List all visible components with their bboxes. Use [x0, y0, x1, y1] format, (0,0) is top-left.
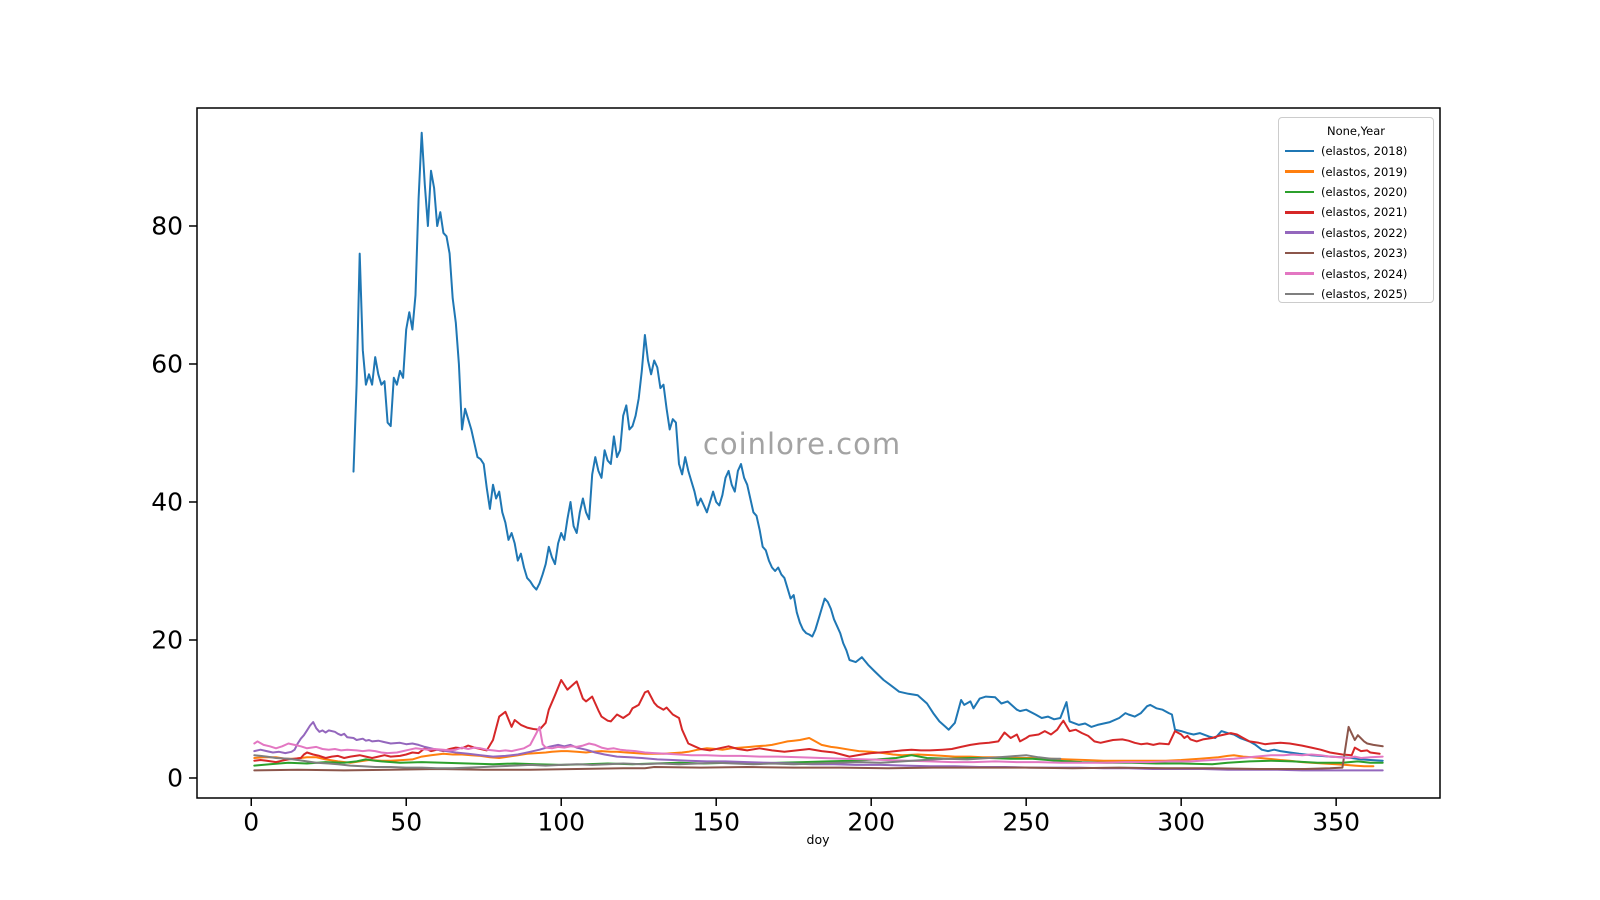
y-tick-label: 20: [151, 626, 183, 655]
x-tick-label: 0: [243, 807, 259, 836]
legend-line-swatch: [1285, 149, 1314, 153]
legend-line-swatch: [1285, 190, 1314, 194]
legend-title: None,Year: [1326, 124, 1385, 138]
legend-line-swatch: [1285, 272, 1314, 275]
y-tick-label: 80: [151, 212, 183, 241]
legend-item-label: (elastos, 2020): [1321, 184, 1408, 199]
legend-item-label: (elastos, 2021): [1321, 205, 1408, 220]
legend-items: (elastos, 2018) (elastos, 2019) (elastos, …: [1285, 141, 1427, 304]
legend-item: (elastos, 2023): [1285, 243, 1427, 263]
legend-item: (elastos, 2020): [1285, 182, 1427, 202]
x-tick-label: 50: [390, 807, 422, 836]
watermark: coinlore.com: [702, 427, 902, 461]
series-line-2025: [253, 754, 1062, 770]
series-line-2020: [253, 754, 1384, 767]
legend-line-swatch: [1285, 251, 1314, 255]
legend-item: (elastos, 2022): [1285, 223, 1427, 243]
x-tick-label: 150: [692, 807, 740, 836]
y-tick-label: 60: [151, 350, 183, 379]
legend-line-swatch: [1285, 231, 1314, 235]
legend-line-swatch: [1285, 170, 1314, 173]
legend-item-label: (elastos, 2019): [1321, 164, 1408, 179]
series-line-2019: [253, 737, 1375, 768]
legend-line-swatch: [1285, 292, 1314, 296]
series-line-2023: [253, 725, 1384, 772]
x-tick-label: 350: [1312, 807, 1360, 836]
legend-line-swatch: [1285, 211, 1314, 214]
x-tick-label: 250: [1002, 807, 1050, 836]
legend-item-label: (elastos, 2018): [1321, 144, 1408, 159]
legend-item-label: (elastos, 2022): [1321, 225, 1408, 240]
series-line-2018: [352, 131, 1384, 762]
x-tick-label: 300: [1157, 807, 1205, 836]
legend-item-label: (elastos, 2023): [1321, 246, 1408, 261]
legend-item: (elastos, 2021): [1285, 202, 1427, 222]
legend-item: (elastos, 2018): [1285, 141, 1427, 161]
legend-item: (elastos, 2019): [1285, 161, 1427, 181]
x-axis-label: doy: [806, 832, 830, 847]
plot-area: [196, 107, 1441, 799]
x-tick-label: 200: [847, 807, 895, 836]
legend-item-label: (elastos, 2024): [1321, 266, 1408, 281]
series-line-2024: [253, 725, 1384, 764]
legend-item: (elastos, 2024): [1285, 263, 1427, 283]
legend-item-label: (elastos, 2025): [1321, 286, 1408, 301]
y-tick-label: 0: [167, 764, 183, 793]
legend-item: (elastos, 2025): [1285, 284, 1427, 304]
y-tick-label: 40: [151, 488, 183, 517]
x-tick-label: 100: [537, 807, 585, 836]
legend: None,Year (elastos, 2018) (elastos, 2019)…: [1278, 117, 1434, 303]
